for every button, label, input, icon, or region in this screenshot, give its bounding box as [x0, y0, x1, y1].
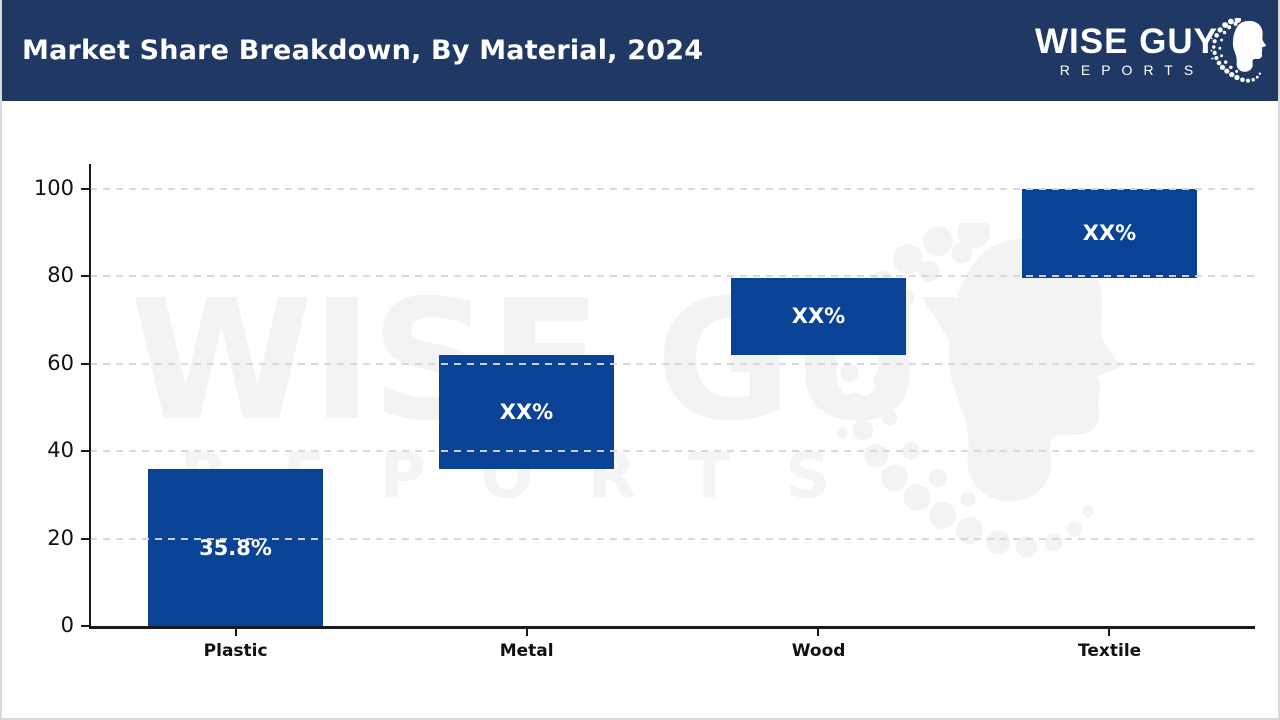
gridline-100 — [90, 187, 1255, 190]
y-tick-label-60: 60 — [47, 350, 74, 375]
gridline-20 — [90, 537, 1255, 540]
gridline-60 — [90, 362, 1255, 365]
bar-value-label-plastic: 35.8% — [199, 535, 272, 560]
x-tickmark-plastic — [235, 628, 237, 636]
bar-value-label-metal: XX% — [499, 400, 554, 425]
y-tickmark-60 — [81, 362, 89, 365]
y-tick-label-20: 20 — [47, 525, 74, 550]
gridline-80 — [90, 275, 1255, 277]
y-tick-label-0: 0 — [60, 613, 74, 637]
bar-value-label-wood: XX% — [791, 304, 846, 329]
bar-wood: XX% — [731, 278, 906, 355]
y-tickmark-40 — [81, 450, 89, 452]
x-tickmark-metal — [526, 628, 528, 636]
logo-wordmark: WISE GUY — [1034, 21, 1218, 61]
bar-metal: XX% — [439, 354, 614, 470]
x-tick-label-wood: Wood — [791, 641, 846, 661]
wise-guy-head-icon — [1210, 18, 1268, 83]
y-tick-label-40: 40 — [47, 438, 74, 462]
x-tick-label-textile: Textile — [1078, 641, 1142, 661]
y-tickmark-20 — [81, 537, 89, 540]
logo-wordmark-block: WISE GUY REPORTS — [1035, 24, 1218, 78]
y-tickmark-80 — [81, 275, 89, 277]
x-tick-label-metal: Metal — [499, 641, 554, 661]
chart-title: Market Share Breakdown, By Material, 202… — [22, 35, 704, 66]
chart-canvas: WISE GUY REPORTS 0 20 40 60 80 100 35.8% Plasti… — [2, 101, 1278, 718]
bar-plastic: 35.8% — [148, 469, 323, 626]
logo-subtitle: REPORTS — [1059, 61, 1205, 78]
header-bar: Market Share Breakdown, By Material, 202… — [2, 0, 1278, 101]
x-tick-label-plastic: Plastic — [203, 641, 268, 661]
x-axis-spine — [89, 626, 1255, 629]
y-axis-spine — [89, 164, 91, 628]
gridline-40 — [90, 450, 1255, 452]
bar-value-label-textile: XX% — [1082, 221, 1137, 246]
x-tickmark-wood — [817, 628, 819, 636]
y-tick-label-80: 80 — [47, 263, 74, 287]
y-tickmark-100 — [81, 187, 89, 190]
wise-guy-logo: WISE GUY REPORTS — [1035, 18, 1268, 83]
bar-textile: XX% — [1022, 188, 1197, 279]
y-tick-label-100: 100 — [33, 175, 74, 200]
plot-area: 0 20 40 60 80 100 35.8% Plastic XX% Metal XX% Wood X… — [2, 101, 1278, 718]
x-tickmark-textile — [1108, 628, 1110, 636]
y-tickmark-0 — [81, 625, 89, 627]
